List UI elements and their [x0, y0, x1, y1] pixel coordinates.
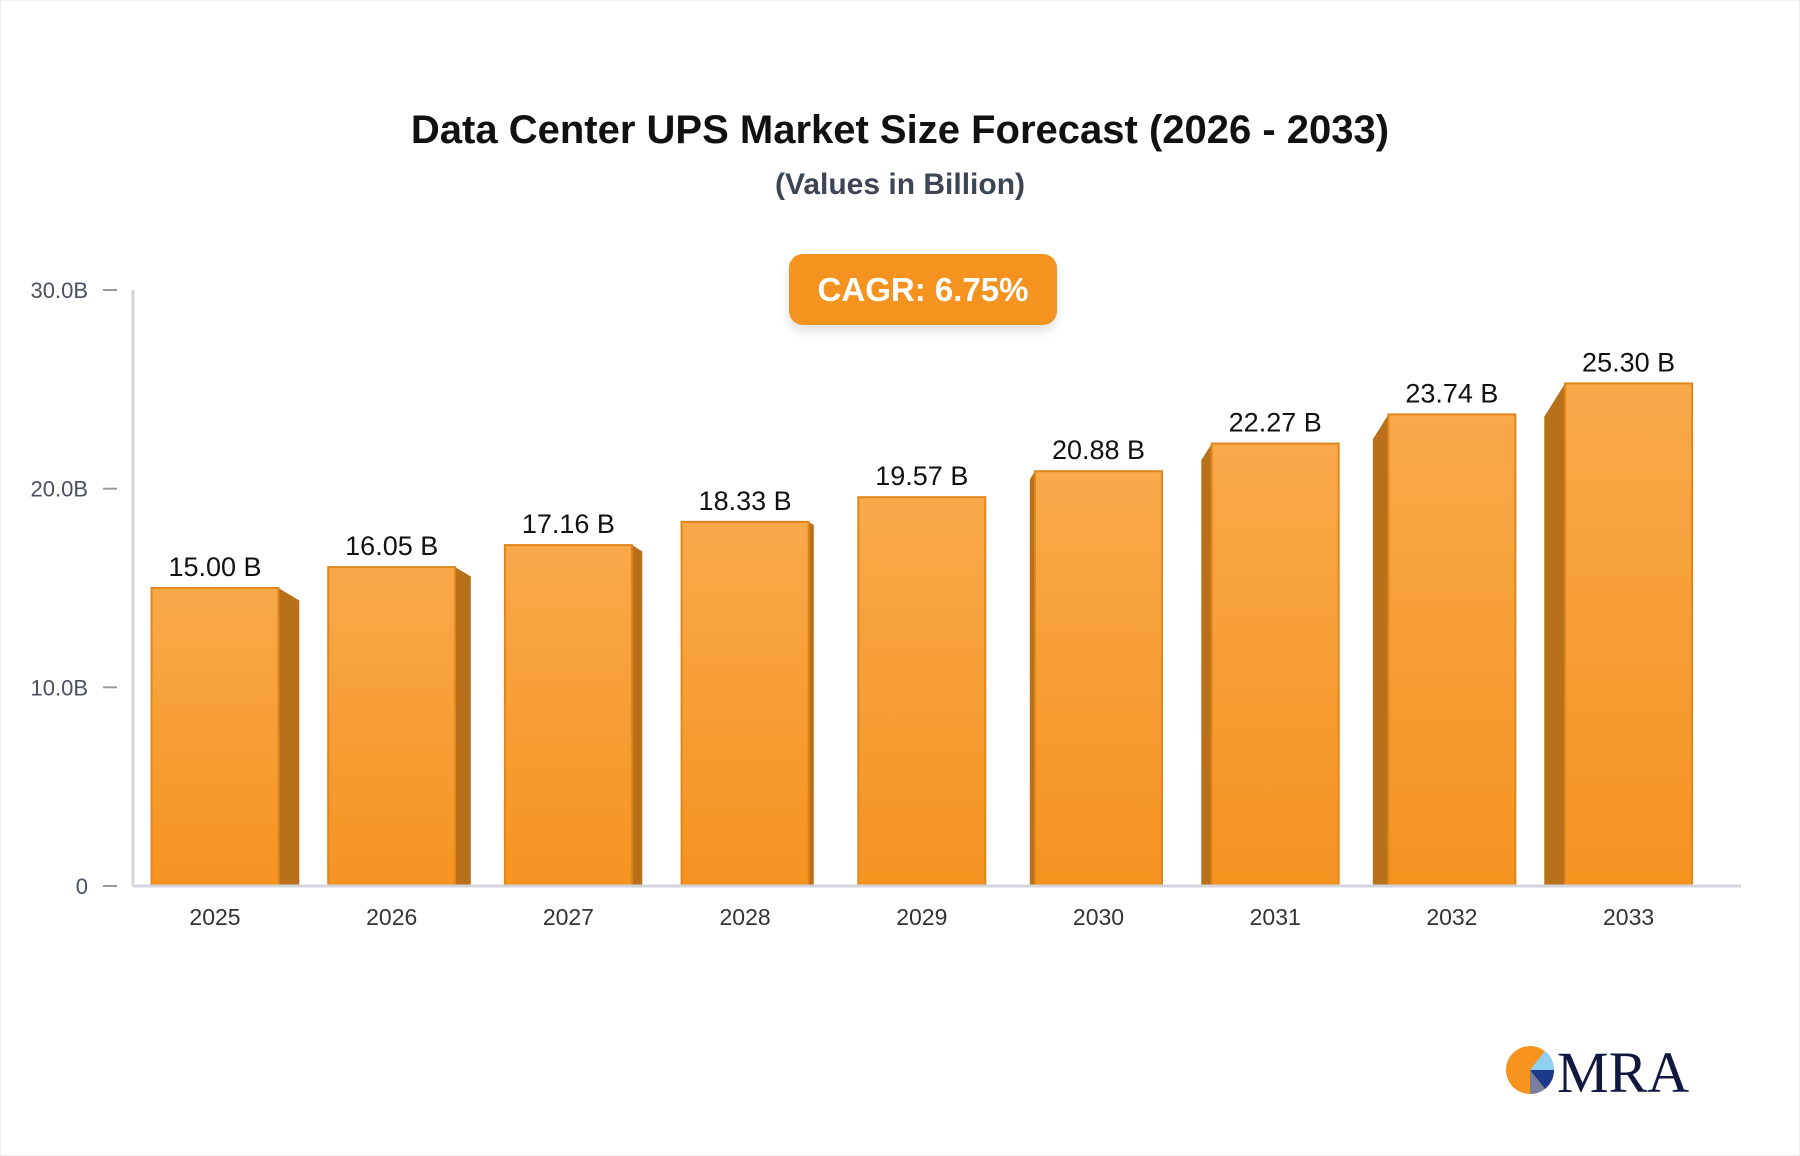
bar	[857, 496, 987, 887]
bar-side	[455, 567, 471, 886]
bar-2027: 17.16 B	[503, 509, 643, 887]
bar-2031: 22.27 B	[1201, 408, 1340, 887]
bar-side	[808, 521, 814, 886]
x-tick-label: 2029	[896, 904, 947, 930]
x-tick-label: 2030	[1073, 904, 1124, 930]
y-tick-label: 10.0B	[31, 675, 89, 700]
chart-title: Data Center UPS Market Size Forecast (20…	[410, 108, 1390, 152]
x-tick-label: 2028	[720, 904, 771, 930]
bar	[327, 566, 457, 887]
bar-side	[1372, 414, 1389, 886]
y-tick-label: 0	[76, 874, 88, 899]
bar	[1034, 470, 1163, 887]
bar-value-label: 20.88 B	[1052, 435, 1145, 465]
bar-2033: 25.30 B	[1544, 347, 1694, 887]
chart-subtitle: (Values in Billion)	[774, 168, 1026, 201]
bar-side	[631, 545, 643, 886]
mra-logo: MRA	[1506, 1040, 1689, 1100]
x-tick-label: 2026	[366, 904, 417, 930]
bar-value-label: 19.57 B	[875, 461, 968, 491]
bar-value-label: 23.74 B	[1405, 378, 1498, 408]
bar	[1564, 382, 1694, 887]
y-tick-label: 30.0B	[31, 278, 89, 303]
bar-value-label: 18.33 B	[699, 486, 792, 516]
bar	[503, 544, 633, 887]
y-tick-label: 20.0B	[31, 477, 89, 502]
bar-value-label: 22.27 B	[1229, 408, 1322, 438]
bar-side	[1201, 443, 1212, 886]
bar-2026: 16.05 B	[327, 531, 471, 887]
bar-value-label: 25.30 B	[1582, 347, 1675, 377]
cagr-badge: CAGR: 6.75%	[789, 254, 1057, 325]
bar-2029: 19.57 B	[857, 461, 987, 887]
x-tick-label: 2025	[189, 904, 240, 930]
x-tick-label: 2033	[1603, 904, 1654, 930]
bar-2032: 23.74 B	[1372, 378, 1517, 887]
bar-value-label: 17.16 B	[522, 509, 615, 539]
bar	[680, 520, 810, 887]
bar-side	[1544, 383, 1566, 886]
bar-2030: 20.88 B	[1029, 435, 1163, 887]
x-tick-label: 2027	[543, 904, 594, 930]
bar	[1387, 413, 1517, 887]
bar-2028: 18.33 B	[680, 486, 814, 887]
bar-2025: 15.00 B	[150, 552, 300, 887]
bar-value-label: 16.05 B	[345, 531, 438, 561]
bar-side	[278, 588, 300, 886]
bar-value-label: 15.00 B	[168, 552, 261, 582]
x-tick-label: 2032	[1426, 904, 1477, 930]
x-tick-label: 2031	[1250, 904, 1301, 930]
bar-side	[1029, 471, 1035, 886]
bar	[1210, 442, 1340, 887]
svg-text:MRA: MRA	[1557, 1040, 1689, 1100]
bar	[150, 587, 280, 887]
